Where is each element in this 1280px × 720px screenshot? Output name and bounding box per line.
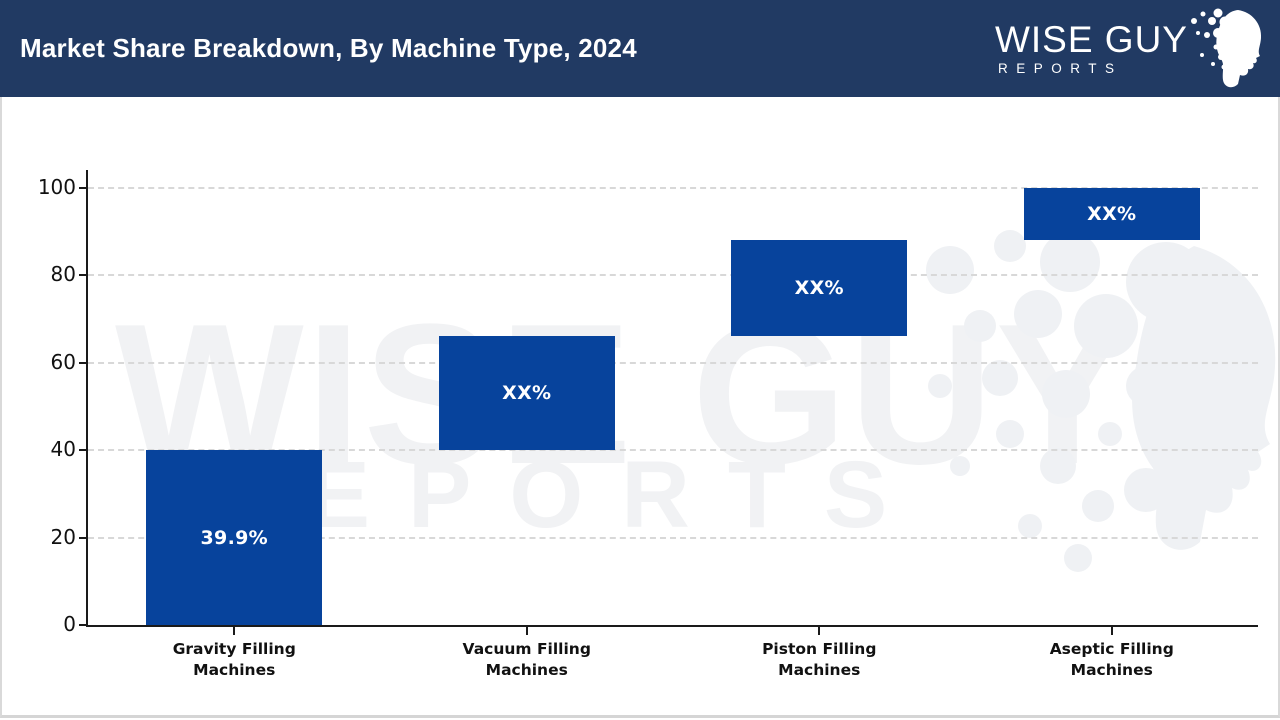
x-axis-tick xyxy=(233,627,236,635)
x-category-label-line: Gravity Filling xyxy=(172,640,296,658)
bar-3: XX% xyxy=(731,240,908,337)
x-category-label-line: Machines xyxy=(193,661,276,679)
y-axis-tick xyxy=(79,624,88,626)
brand-logo: WISE GUY REPORTS xyxy=(995,7,1280,91)
logo-wordmark: WISE GUY xyxy=(994,19,1188,60)
bar-value-label: XX% xyxy=(1087,202,1137,225)
x-category-label-line: Machines xyxy=(1070,661,1153,679)
gridline-60 xyxy=(88,361,1258,364)
x-category-label-line: Aseptic Filling xyxy=(1049,640,1174,658)
gridline-40 xyxy=(88,449,1258,451)
bar-4: XX% xyxy=(1023,187,1200,241)
y-tick-label: 40 xyxy=(50,437,76,461)
y-tick-label: 0 xyxy=(63,612,76,636)
y-axis-tick xyxy=(79,361,88,364)
y-axis-tick xyxy=(79,274,88,276)
x-category-label-line: Piston Filling xyxy=(762,640,877,658)
x-category-label: Piston Filling Machines xyxy=(699,639,939,681)
bar-value-label: XX% xyxy=(502,382,552,405)
chart-title: Market Share Breakdown, By Machine Type,… xyxy=(20,33,637,63)
x-axis-tick xyxy=(1110,627,1113,635)
x-axis-tick xyxy=(818,627,821,635)
x-category-label-line: Machines xyxy=(485,661,568,679)
x-category-label: Aseptic Filling Machines xyxy=(992,639,1232,681)
y-axis-tick xyxy=(79,449,88,451)
y-tick-label: 60 xyxy=(50,349,76,374)
bar-2: XX% xyxy=(438,336,615,450)
bar-value-label: 39.9% xyxy=(200,526,268,549)
gridline-20 xyxy=(88,536,1258,539)
gridline-80 xyxy=(88,274,1258,276)
y-axis-line xyxy=(86,170,88,627)
x-category-label-line: Machines xyxy=(778,661,861,679)
bar-1: 39.9% xyxy=(146,450,323,625)
bar-value-label: XX% xyxy=(794,277,844,300)
logo-head-icon xyxy=(1191,8,1262,87)
y-axis-tick xyxy=(79,186,88,189)
x-category-label: Gravity Filling Machines xyxy=(114,639,354,681)
y-tick-label: 20 xyxy=(50,524,76,549)
header-banner: Market Share Breakdown, By Machine Type,… xyxy=(0,0,1280,97)
watermark-head-icon xyxy=(926,230,1276,572)
x-axis-tick xyxy=(525,627,528,635)
x-category-label: Vacuum Filling Machines xyxy=(407,639,647,681)
brand-logo-text: WISE GUY REPORTS xyxy=(995,21,1188,76)
logo-subtitle: REPORTS xyxy=(997,61,1123,76)
y-axis-tick xyxy=(79,536,88,539)
x-category-label-line: Vacuum Filling xyxy=(462,640,591,658)
y-tick-label: 80 xyxy=(50,262,76,286)
gridline-100 xyxy=(88,186,1258,189)
y-tick-label: 100 xyxy=(37,174,76,199)
x-axis-line xyxy=(86,625,1258,627)
